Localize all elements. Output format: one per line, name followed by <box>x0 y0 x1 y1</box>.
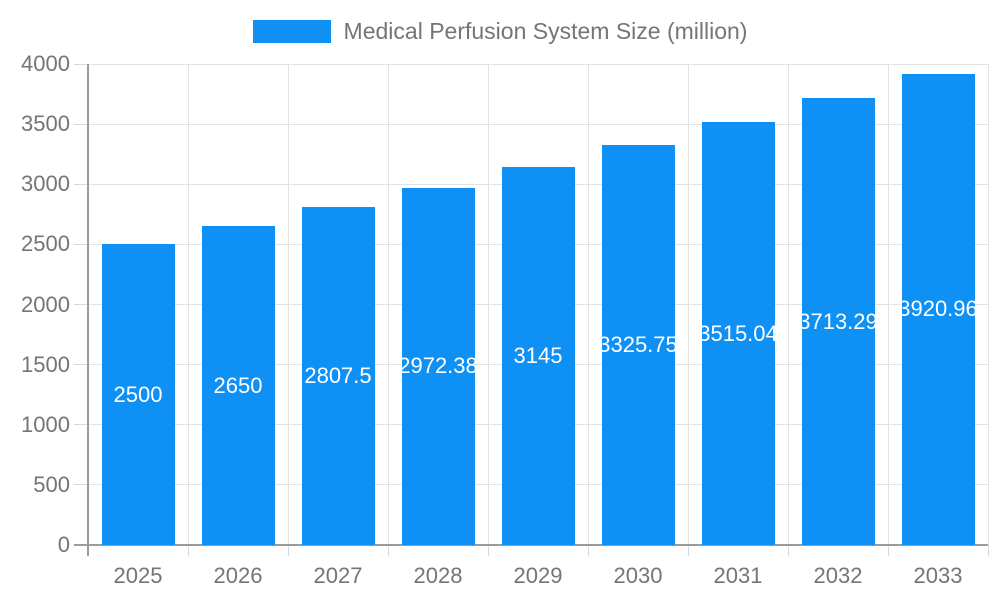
y-axis-tick <box>74 424 88 426</box>
h-gridline <box>88 63 988 65</box>
x-axis-tick <box>987 545 989 556</box>
x-axis-tick-label: 2032 <box>813 563 863 588</box>
y-axis-tick-label: 1500 <box>21 351 70 377</box>
x-axis-tick-label: 2033 <box>913 563 963 588</box>
y-axis-tick <box>74 183 88 185</box>
y-axis-tick <box>74 364 88 366</box>
x-axis-line <box>74 544 988 546</box>
v-gridline <box>887 64 889 545</box>
v-gridline <box>787 64 789 545</box>
x-axis-tick <box>587 545 589 556</box>
y-axis-tick-label: 3000 <box>21 171 70 197</box>
bar[interactable] <box>201 226 275 545</box>
x-axis-tick <box>887 545 889 556</box>
y-axis-tick <box>74 123 88 125</box>
legend-swatch-icon <box>252 20 331 43</box>
bar[interactable] <box>501 166 575 545</box>
legend[interactable]: Medical Perfusion System Size (million) <box>0 20 1000 43</box>
x-axis-tick <box>687 545 689 556</box>
v-gridline <box>587 64 589 545</box>
v-gridline <box>387 64 389 545</box>
bar[interactable] <box>301 207 375 545</box>
bar[interactable] <box>101 244 175 545</box>
v-gridline <box>487 64 489 545</box>
v-gridline <box>687 64 689 545</box>
v-gridline <box>187 64 189 545</box>
y-axis-tick <box>74 63 88 65</box>
h-gridline <box>88 123 988 125</box>
y-axis-tick-label: 3500 <box>21 111 70 137</box>
y-axis-tick-label: 2000 <box>21 291 70 317</box>
x-axis-tick-label: 2025 <box>113 563 163 588</box>
x-axis-tick-label: 2028 <box>413 563 463 588</box>
legend-label: Medical Perfusion System Size (million) <box>343 18 748 44</box>
bar[interactable] <box>701 122 775 545</box>
y-axis-tick-label: 1000 <box>21 411 70 437</box>
x-axis-tick <box>287 545 289 556</box>
bar[interactable] <box>801 98 875 545</box>
y-axis-tick <box>74 304 88 305</box>
x-axis-tick <box>187 545 189 556</box>
y-axis-tick <box>74 243 88 245</box>
x-axis-tick-label: 2031 <box>713 563 763 588</box>
bar[interactable] <box>601 145 675 545</box>
bar[interactable] <box>401 187 475 545</box>
y-axis-tick-label: 500 <box>33 471 70 497</box>
v-gridline <box>987 64 989 545</box>
x-axis-tick-label: 2027 <box>313 563 363 588</box>
bar[interactable] <box>901 73 975 545</box>
v-gridline <box>287 64 289 545</box>
x-axis-tick-label: 2029 <box>513 563 563 588</box>
y-axis-tick-label: 4000 <box>21 51 70 76</box>
y-axis-tick-label: 0 <box>57 532 70 557</box>
x-axis-tick-label: 2030 <box>613 563 663 588</box>
x-axis-tick-label: 2026 <box>213 563 263 588</box>
y-axis-tick-label: 2500 <box>21 231 70 257</box>
x-axis-tick <box>387 545 389 556</box>
y-axis-line <box>87 64 89 556</box>
x-axis-tick <box>787 545 789 556</box>
x-axis-tick <box>487 545 489 556</box>
y-axis-tick <box>74 484 88 486</box>
